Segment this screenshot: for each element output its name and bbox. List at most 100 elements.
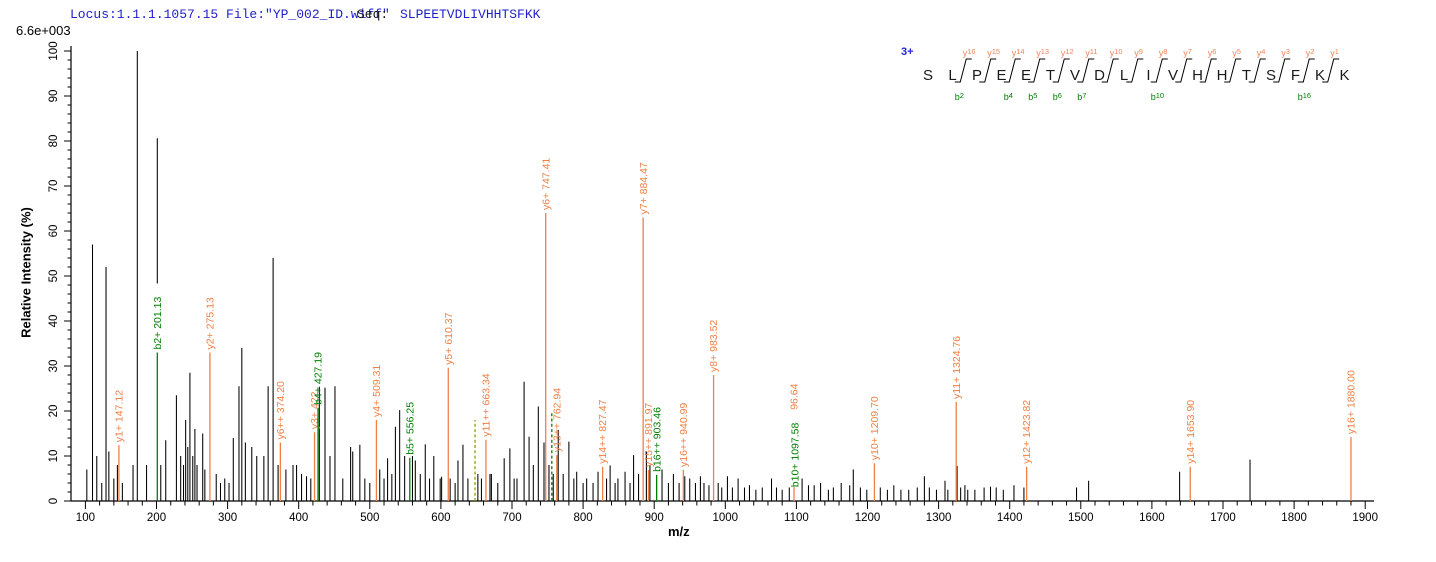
- x-tick-label: 1100: [784, 512, 809, 524]
- fragment-bracket: [1126, 58, 1144, 83]
- fragment-bracket: [1101, 58, 1119, 83]
- peak-annotations: y1+ 147.12 b2+ 201.13 y2+ 275.13 y6++ 374.2…: [114, 138, 1358, 501]
- y-tick-label: 100: [48, 41, 60, 60]
- locus-file-text: Locus:1.1.1.1057.15 File:"YP_002_ID.wiff…: [70, 7, 390, 22]
- y-tick-label: 10: [48, 450, 60, 463]
- residue-letter: E: [1021, 67, 1031, 84]
- y-ion-ladder-label: y1: [1330, 47, 1339, 58]
- x-tick-label: 1000: [713, 512, 739, 524]
- y-tick-label: 90: [48, 90, 60, 103]
- residue-letter: L: [1120, 67, 1128, 84]
- x-tick-label: 1800: [1281, 512, 1307, 524]
- y-ion-ladder-label: y11: [1085, 47, 1097, 58]
- peak-y13pp-label: y13++ 762.94: [551, 388, 563, 452]
- x-axis-title: m/z: [668, 524, 690, 539]
- y-tick-label: 0: [48, 498, 60, 504]
- b-ion-ladder-label: b6: [1053, 91, 1062, 102]
- y-ion-ladder-label: y5: [1232, 47, 1241, 58]
- b-ion-ladder-label: b16: [1298, 91, 1311, 102]
- y-ion-ladder-label: y3: [1281, 47, 1290, 58]
- max-intensity-label: 6.6e+003: [16, 23, 71, 38]
- x-tick-label: 800: [574, 512, 593, 524]
- y-ion-ladder-label: y8: [1159, 47, 1168, 58]
- residue-letter: I: [1146, 67, 1150, 84]
- y-tick-label: 70: [48, 180, 60, 193]
- fragment-bracket: [1273, 58, 1291, 83]
- y-ion-ladder-label: y12: [1061, 47, 1074, 58]
- y-tick-label: 20: [48, 405, 60, 418]
- y-tick-label: 80: [48, 135, 60, 148]
- y-ion-ladder-label: y16: [963, 47, 976, 58]
- y-ion-ladder-label: y14: [1012, 47, 1025, 58]
- y-tick-label: 50: [48, 270, 60, 283]
- y-ion-ladder-label: y13: [1036, 47, 1049, 58]
- x-tick-label: 400: [289, 512, 308, 524]
- y-ion-ladder-label: y2: [1306, 47, 1315, 58]
- residue-letter: E: [996, 67, 1006, 84]
- residue-letter: S: [1266, 67, 1276, 84]
- x-axis: 100 200 300 400 500 600 700 800 900 1000 1100 1200 1…: [71, 500, 1378, 524]
- residue-letter: V: [1168, 67, 1178, 84]
- precursor-charge: 3+: [901, 46, 914, 58]
- residue-letter: F: [1291, 67, 1300, 84]
- peak-y11pp-label: y11++ 663.34: [481, 373, 493, 437]
- fragment-bracket: [954, 58, 972, 83]
- x-tick-label: 1700: [1210, 512, 1236, 524]
- y-ion-ladder-label: y10: [1110, 47, 1123, 58]
- peak-y7p-label: y7+ 884.47: [638, 162, 650, 214]
- b-ion-ladder-label: b2: [955, 91, 964, 102]
- fragment-bracket: [1052, 58, 1070, 83]
- peak-b16pp-label: b16++ 903.46: [651, 407, 663, 472]
- peak-b5p-label: b5+ 556.25: [404, 402, 416, 455]
- residue-letter: K: [1339, 67, 1349, 84]
- peak-y6p-label: y6+ 747.41: [540, 158, 552, 210]
- x-tick-label: 900: [645, 512, 664, 524]
- b-ion-ladder-label: b4: [1004, 91, 1013, 102]
- peak-y14p-label: y14+ 1653.90: [1185, 400, 1197, 464]
- peak-y8p-label: y8+ 983.52: [708, 320, 720, 372]
- residue-letter: T: [1046, 67, 1055, 84]
- fragment-bracket: [979, 58, 997, 83]
- x-tick-label: 1300: [926, 512, 952, 524]
- peak-y4p-label: y4+ 509.31: [371, 365, 383, 417]
- fragment-bracket: [1224, 58, 1242, 83]
- peak-y6pp-label: y6++ 374.20: [275, 381, 287, 440]
- residue-letter: D: [1094, 67, 1105, 84]
- y-ion-ladder-label: y9: [1134, 47, 1143, 58]
- y-tick-label: 40: [48, 315, 60, 328]
- y-ion-ladder-label: y6: [1208, 47, 1217, 58]
- peak-y2p-label: y2+ 275.13: [205, 297, 217, 349]
- seq-value: SLPEETVDLIVHHTSFKK: [400, 7, 541, 22]
- peaks: [86, 51, 1251, 501]
- fragment-bracket: [1150, 58, 1168, 83]
- x-tick-label: 300: [218, 512, 237, 524]
- peak-y12p-label: y12+ 1423.82: [1021, 400, 1033, 464]
- x-tick-label: 1400: [997, 512, 1023, 524]
- fragment-bracket: [1322, 58, 1340, 83]
- peak-y1p-label: y1+ 147.12: [114, 390, 126, 442]
- fragment-bracket: [1175, 58, 1193, 83]
- residue-letter: L: [948, 67, 956, 84]
- b-ion-ladder-label: b10: [1151, 91, 1164, 102]
- x-tick-label: 500: [360, 512, 379, 524]
- residue-letter: T: [1242, 67, 1251, 84]
- peak-y16pp-label: y16++ 940.99: [678, 403, 690, 467]
- x-tick-label: 1200: [855, 512, 881, 524]
- x-tick-label: 1500: [1068, 512, 1094, 524]
- fragment-bracket: [1248, 58, 1266, 83]
- peak-y11p-label: y11+ 1324.76: [951, 336, 963, 399]
- residue-letter: H: [1217, 67, 1228, 84]
- b-ion-ladder-label: b5: [1028, 91, 1037, 102]
- peak-b4p-label: b4+ 427.19: [313, 352, 325, 405]
- x-tick-label: 200: [147, 512, 166, 524]
- y-ion-ladder-label: y7: [1183, 47, 1192, 58]
- y-ion-ladder-label: y4: [1257, 47, 1266, 58]
- fragment-bracket: [1199, 58, 1217, 83]
- residue-letter: V: [1070, 67, 1080, 84]
- fragment-bracket: [1003, 58, 1021, 83]
- b-ion-ladder-label: b7: [1077, 91, 1086, 102]
- peak-y5p-label: y5+ 610.37: [443, 312, 455, 364]
- x-tick-label: 100: [76, 512, 95, 524]
